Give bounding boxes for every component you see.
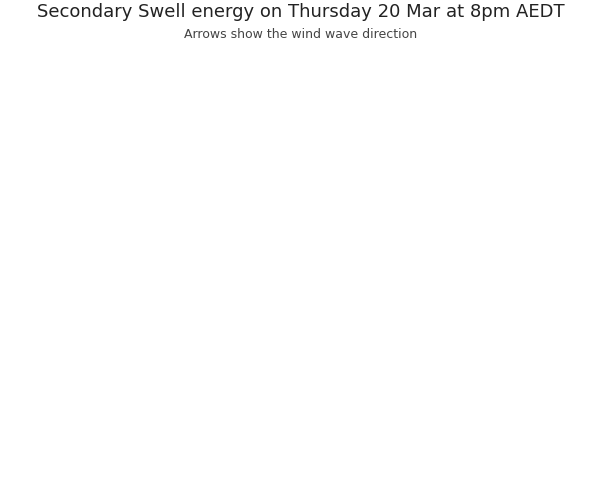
Text: Cartopy not available: Cartopy not available bbox=[225, 259, 376, 272]
Text: Secondary Swell energy on Thursday 20 Mar at 8pm AEDT: Secondary Swell energy on Thursday 20 Ma… bbox=[37, 3, 564, 21]
Text: Arrows show the wind wave direction: Arrows show the wind wave direction bbox=[184, 28, 417, 41]
